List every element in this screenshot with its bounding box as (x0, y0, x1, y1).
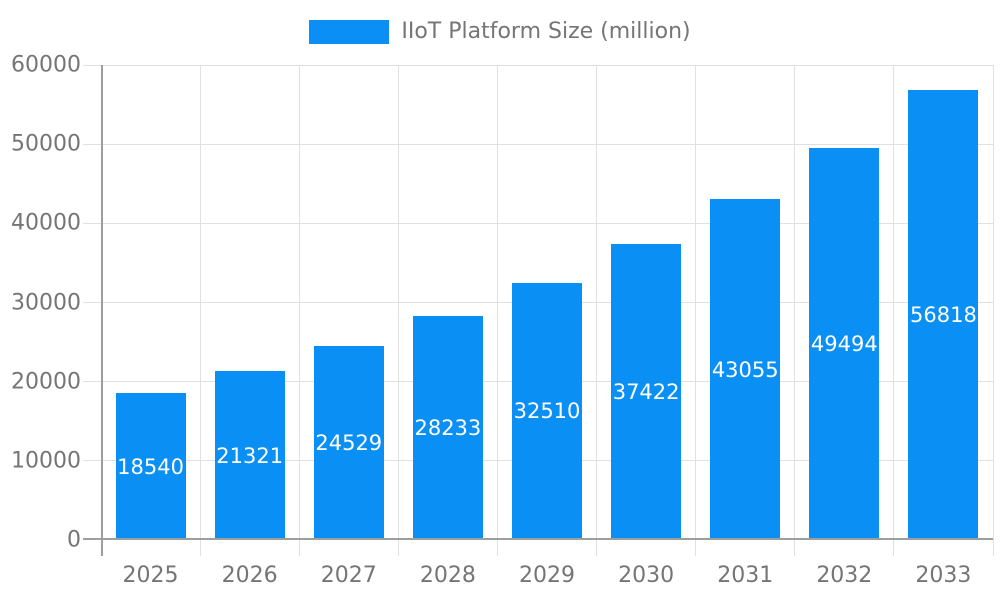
bar: 21321 (214, 371, 285, 540)
x-axis-label: 2033 (915, 563, 972, 588)
bar: 24529 (313, 345, 384, 540)
y-axis-line (101, 65, 103, 556)
bar-value-label: 28233 (414, 416, 482, 441)
bar: 28233 (412, 316, 483, 540)
bar: 37422 (611, 243, 682, 540)
v-gridline (695, 65, 697, 556)
y-axis-tick-label: 30000 (11, 290, 81, 315)
x-axis-label: 2029 (518, 563, 575, 588)
bar-value-label: 37422 (612, 379, 680, 404)
bar-value-label: 32510 (513, 399, 581, 424)
x-axis-label: 2027 (320, 563, 377, 588)
bar-value-label: 56818 (910, 303, 977, 328)
bar: 18540 (115, 393, 186, 540)
x-axis-label: 2028 (419, 563, 476, 588)
bar-value-label: 43055 (711, 357, 779, 382)
x-axis-label: 2031 (717, 563, 774, 588)
bar-value-label: 49494 (810, 332, 878, 357)
legend: IIoT Platform Size (million) (0, 19, 1000, 44)
v-gridline (992, 65, 994, 556)
v-gridline (199, 65, 201, 556)
x-axis-label: 2030 (618, 563, 675, 588)
h-gridline (83, 143, 993, 145)
y-axis-tick-label: 10000 (11, 448, 81, 474)
v-gridline (397, 65, 399, 556)
v-gridline (794, 65, 796, 556)
x-axis-line (83, 538, 993, 540)
y-axis-tick-label: 0 (67, 527, 81, 553)
x-axis-label: 2025 (122, 563, 179, 588)
legend-label: IIoT Platform Size (million) (401, 19, 691, 44)
bar-value-label: 21321 (216, 443, 284, 468)
plot-area: 0 10000 20000 30000 40000 50000 60000 18540 2025… (11, 53, 994, 588)
bar: 49494 (809, 148, 880, 540)
h-gridline (83, 222, 993, 224)
y-axis-tick-label: 50000 (11, 131, 81, 157)
bar: 43055 (710, 199, 781, 540)
y-axis-tick-label: 60000 (11, 52, 81, 78)
v-gridline (893, 65, 895, 556)
h-gridline (83, 64, 993, 66)
v-gridline (596, 65, 598, 556)
bar-value-label: 24529 (315, 430, 383, 455)
v-gridline (496, 65, 498, 556)
y-axis-tick-label: 20000 (11, 369, 81, 395)
bar: 32510 (512, 282, 582, 540)
x-axis-label: 2032 (816, 563, 873, 588)
y-axis-tick-label: 40000 (11, 210, 81, 236)
v-gridline (298, 65, 300, 556)
legend-swatch (309, 19, 390, 44)
x-axis-label: 2026 (221, 563, 278, 588)
bar: 56818 (908, 90, 979, 540)
bar-value-label: 18540 (117, 454, 184, 479)
